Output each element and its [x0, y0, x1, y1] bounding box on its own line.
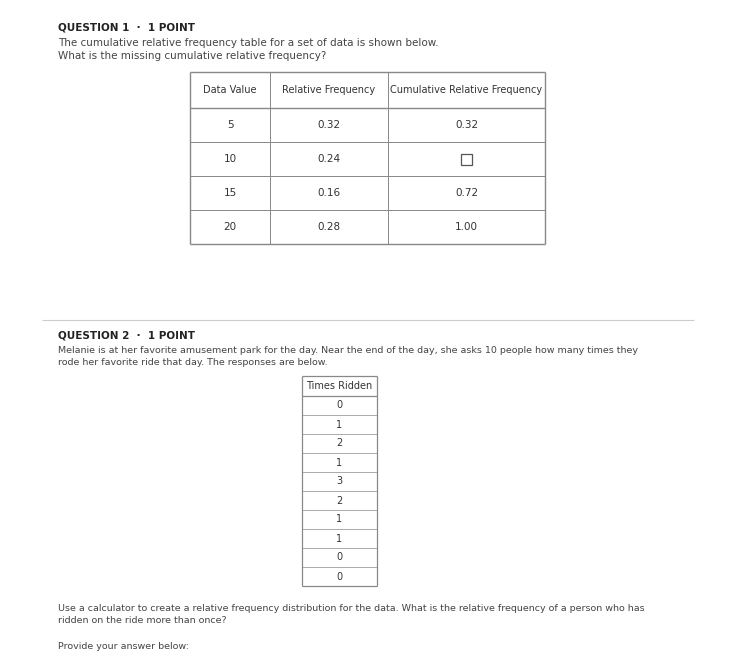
Bar: [461, 154, 472, 164]
Text: 0.32: 0.32: [455, 120, 478, 130]
Text: 1: 1: [336, 514, 342, 524]
Text: 0: 0: [336, 401, 342, 411]
Text: QUESTION 2  ·  1 POINT: QUESTION 2 · 1 POINT: [58, 330, 195, 340]
Text: rode her favorite ride that day. The responses are below.: rode her favorite ride that day. The res…: [58, 358, 328, 367]
Text: The cumulative relative frequency table for a set of data is shown below.: The cumulative relative frequency table …: [58, 38, 439, 48]
Text: 2: 2: [336, 496, 343, 506]
Text: 0.24: 0.24: [317, 154, 341, 164]
Text: 0.32: 0.32: [317, 120, 341, 130]
Text: 0.72: 0.72: [455, 188, 478, 198]
Text: 0: 0: [336, 572, 342, 582]
Text: Data Value: Data Value: [203, 85, 257, 95]
Text: 1: 1: [336, 458, 342, 468]
Text: 2: 2: [336, 438, 343, 448]
Text: Relative Frequency: Relative Frequency: [283, 85, 375, 95]
Text: 5: 5: [227, 120, 233, 130]
Text: Cumulative Relative Frequency: Cumulative Relative Frequency: [390, 85, 542, 95]
Text: 1: 1: [336, 534, 342, 544]
Text: ridden on the ride more than once?: ridden on the ride more than once?: [58, 616, 227, 625]
Text: 20: 20: [224, 222, 236, 232]
Text: 0.16: 0.16: [317, 188, 341, 198]
Text: QUESTION 1  ·  1 POINT: QUESTION 1 · 1 POINT: [58, 22, 195, 32]
Text: Melanie is at her favorite amusement park for the day. Near the end of the day, : Melanie is at her favorite amusement par…: [58, 346, 638, 355]
Text: 15: 15: [223, 188, 237, 198]
Text: 1: 1: [336, 420, 342, 430]
Text: 3: 3: [336, 476, 342, 486]
Text: Use a calculator to create a relative frequency distribution for the data. What : Use a calculator to create a relative fr…: [58, 604, 645, 613]
Text: Times Ridden: Times Ridden: [306, 381, 372, 391]
Text: 0.28: 0.28: [317, 222, 341, 232]
Text: What is the missing cumulative relative frequency?: What is the missing cumulative relative …: [58, 51, 326, 61]
Text: 10: 10: [224, 154, 236, 164]
Text: 0: 0: [336, 552, 342, 562]
Text: Provide your answer below:: Provide your answer below:: [58, 642, 189, 651]
Text: 1.00: 1.00: [455, 222, 478, 232]
